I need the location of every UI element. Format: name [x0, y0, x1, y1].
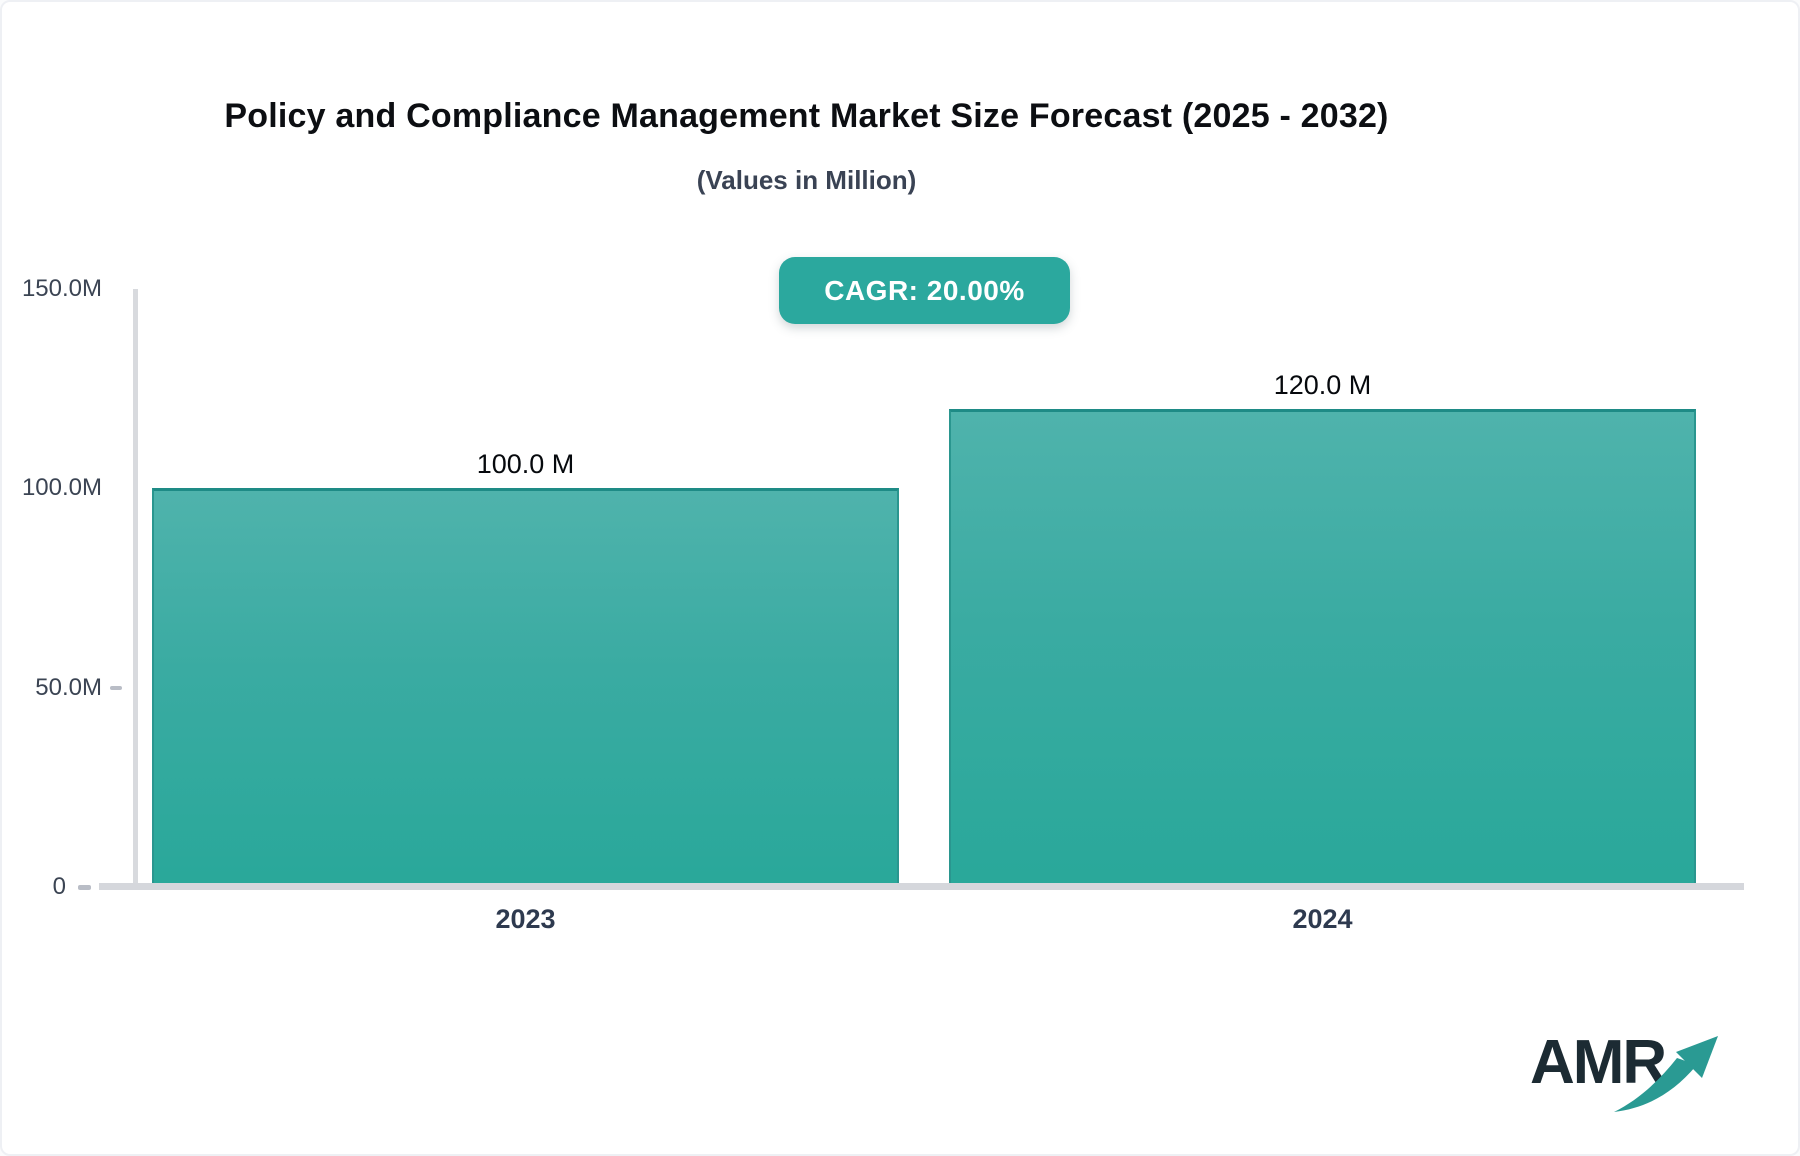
chart-subtitle: (Values in Million)	[696, 165, 917, 195]
y-axis-tick-label: 0	[52, 873, 66, 900]
growth-arrow-icon	[1614, 1036, 1718, 1112]
x-axis-tick-label: 2024	[1292, 904, 1353, 934]
y-axis-tick-label: 50.0M	[35, 673, 102, 701]
brand-logo-text: AMR	[1530, 1028, 1667, 1097]
cagr-badge: CAGR: 20.00%	[779, 257, 1070, 324]
y-axis-tick-label: 100.0M	[21, 474, 102, 502]
y-axis-tick-label: 150.0M	[21, 275, 102, 302]
cagr-badge-label: CAGR: 20.00%	[824, 274, 1025, 306]
brand-logo: AMR	[1530, 1032, 1730, 1122]
x-axis-tick-label: 2023	[495, 904, 556, 934]
bar-2024	[949, 408, 1696, 887]
y-axis-tick-mark	[110, 685, 122, 690]
bar-value-label: 120.0 M	[1273, 369, 1372, 400]
chart-title: Policy and Compliance Management Market …	[224, 97, 1389, 135]
y-axis-tick-mark	[78, 884, 91, 890]
bar-2023	[152, 488, 899, 887]
y-axis-line	[133, 289, 138, 887]
bar-value-label: 100.0 M	[476, 449, 575, 480]
x-axis-line	[99, 883, 1744, 890]
